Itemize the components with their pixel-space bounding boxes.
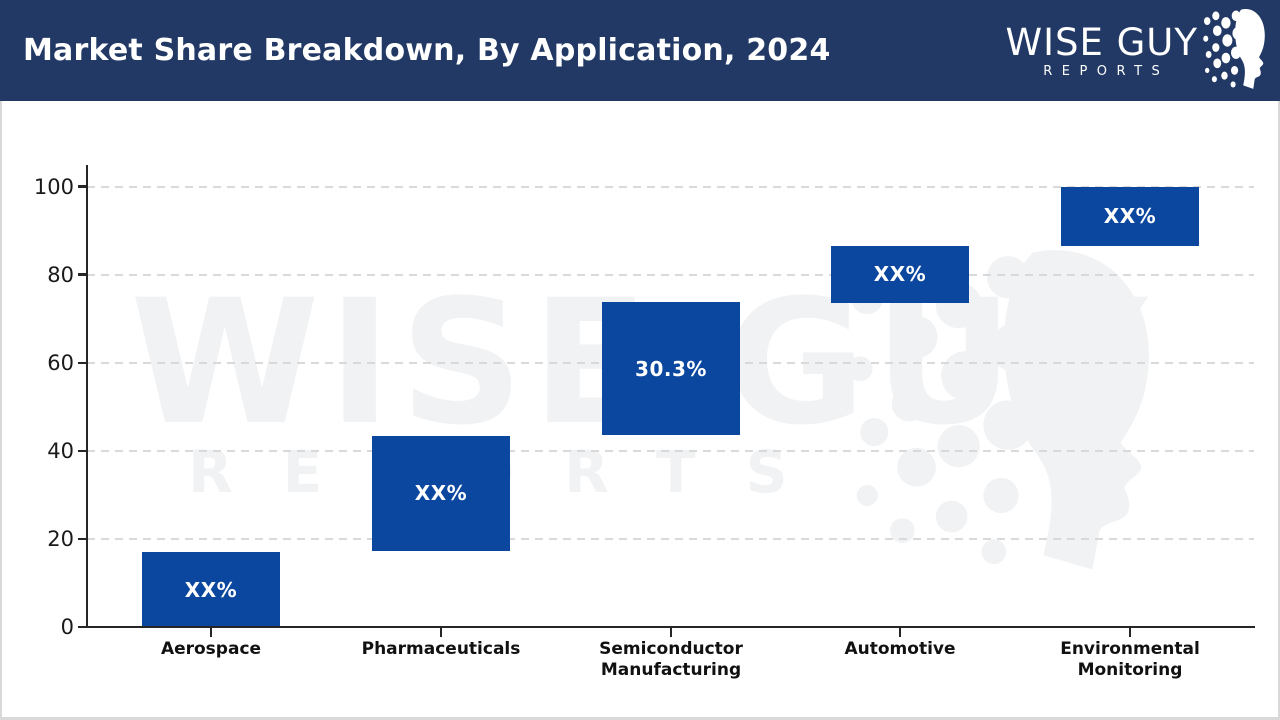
bar-pharmaceuticals: XX% bbox=[372, 435, 510, 551]
watermark-tagline: REPORTS bbox=[188, 438, 838, 506]
y-tick bbox=[78, 361, 87, 364]
x-tick bbox=[898, 628, 902, 637]
x-tick bbox=[439, 628, 443, 637]
gridline bbox=[87, 185, 1254, 188]
y-tick-label: 60 bbox=[47, 350, 74, 375]
bar-semiconductor-manufacturing: 30.3% bbox=[602, 301, 740, 436]
x-tick bbox=[669, 628, 673, 637]
gridline bbox=[87, 273, 1254, 276]
x-tick bbox=[1128, 628, 1132, 637]
page-border-bottom bbox=[0, 717, 1280, 720]
y-tick bbox=[78, 273, 87, 276]
y-tick-label: 80 bbox=[47, 262, 74, 287]
x-category-label: Automotive bbox=[844, 639, 956, 659]
bar-automotive: XX% bbox=[831, 245, 969, 303]
bar-value-label: XX% bbox=[184, 577, 238, 602]
wiseguy-logo: WISE GUY REPORTS bbox=[1006, 5, 1272, 97]
x-axis-line bbox=[84, 625, 1255, 629]
bar-value-label: XX% bbox=[1103, 204, 1157, 228]
bar-value-label: XX% bbox=[414, 481, 468, 506]
header-bar: Market Share Breakdown, By Application, … bbox=[0, 0, 1280, 101]
page-border-left bbox=[0, 101, 2, 720]
y-tick-label: 20 bbox=[47, 526, 74, 551]
y-tick bbox=[78, 625, 87, 629]
x-category-label: Pharmaceuticals bbox=[361, 639, 521, 659]
y-tick-label: 40 bbox=[47, 438, 74, 463]
wiseguy-face-icon bbox=[1203, 9, 1265, 89]
y-tick bbox=[78, 537, 87, 541]
x-category-label: Semiconductor Manufacturing bbox=[599, 639, 743, 680]
bar-environmental-monitoring: XX% bbox=[1061, 186, 1199, 246]
y-tick bbox=[78, 185, 87, 188]
x-category-label: Aerospace bbox=[160, 639, 262, 659]
y-tick-label: 100 bbox=[33, 174, 74, 199]
logo-name: WISE GUY bbox=[1005, 21, 1198, 64]
y-tick-label: 0 bbox=[60, 615, 74, 639]
y-tick bbox=[78, 449, 87, 452]
logo-tagline: REPORTS bbox=[1043, 64, 1170, 79]
gridline bbox=[87, 537, 1254, 540]
y-axis-line bbox=[85, 165, 88, 628]
bar-value-label: 30.3% bbox=[635, 356, 707, 381]
x-category-label: Environmental Monitoring bbox=[1060, 639, 1200, 680]
bar-value-label: XX% bbox=[873, 262, 927, 287]
page-title: Market Share Breakdown, By Application, … bbox=[23, 33, 831, 68]
page-border-right bbox=[1278, 101, 1280, 720]
bar-aerospace: XX% bbox=[142, 552, 280, 627]
logo-text: WISE GUY REPORTS bbox=[1005, 21, 1198, 80]
x-tick bbox=[209, 628, 213, 637]
gridline bbox=[87, 449, 1254, 452]
